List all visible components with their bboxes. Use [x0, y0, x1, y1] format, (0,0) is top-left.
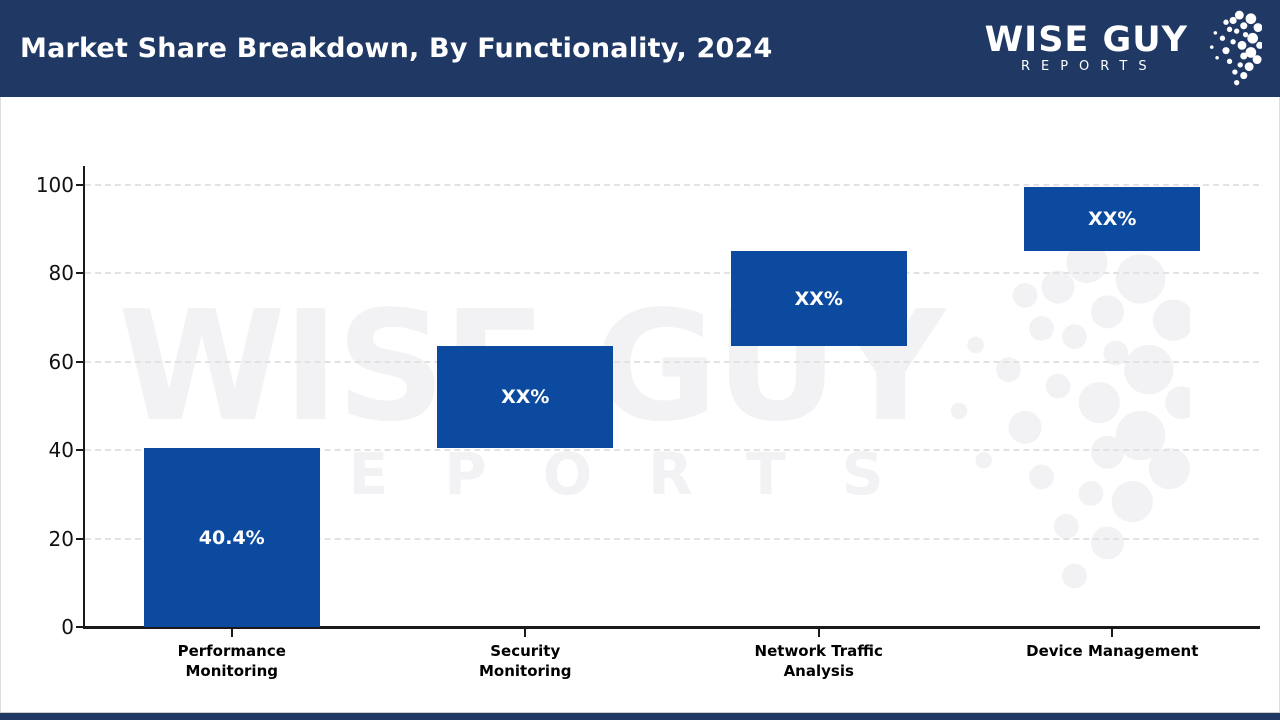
bar-value-label: XX% [1088, 208, 1137, 231]
brand-face-icon [1210, 10, 1262, 86]
x-tick-2 [524, 629, 527, 637]
y-tick-0 [76, 626, 84, 628]
gridline-y-80 [85, 272, 1259, 275]
x-category-label-line: Monitoring [185, 662, 278, 680]
bar-1: 40.4% [143, 448, 320, 627]
x-category-label-line: Security [490, 642, 561, 660]
x-category-label: Security Monitoring [395, 641, 655, 681]
y-tick-label-40: 40 [48, 438, 74, 463]
bar-2: XX% [437, 346, 614, 449]
page-left-border [0, 97, 1, 713]
x-tick-3 [817, 629, 820, 637]
watermark-tagline-text: REPORTS [248, 440, 940, 508]
y-tick-100 [76, 184, 84, 186]
chart-title: Market Share Breakdown, By Functionality… [20, 33, 773, 64]
x-category-label: Performance Monitoring [102, 641, 362, 681]
gridline-y-20 [85, 537, 1259, 540]
x-category-label: Device Management [982, 641, 1242, 661]
y-tick-80 [76, 272, 84, 275]
y-tick-label-0: 0 [61, 615, 74, 639]
watermark-face-dots [950, 241, 1190, 589]
gridline-y-40 [85, 449, 1259, 452]
y-tick-40 [76, 449, 84, 452]
y-tick-label-60: 60 [48, 349, 74, 374]
y-tick-20 [76, 537, 84, 540]
brand-name: WISE GUY [984, 20, 1188, 60]
bar-value-label: XX% [794, 287, 843, 310]
y-tick-label-100: 100 [35, 173, 74, 197]
y-tick-label-20: 20 [48, 526, 74, 551]
bar-4: XX% [1024, 187, 1201, 252]
gridline-y-60 [85, 360, 1259, 363]
brand-logo: WISE GUY REPORTS [985, 8, 1262, 88]
gridline-y-100 [85, 184, 1259, 186]
x-category-label-line: Device Management [1026, 642, 1199, 660]
footer-bar [0, 713, 1280, 720]
x-tick-1 [230, 629, 233, 637]
x-category-label: Network Traffic Analysis [689, 641, 949, 681]
y-axis-line [83, 166, 85, 628]
x-category-label-line: Performance [177, 642, 286, 660]
y-tick-60 [76, 360, 84, 363]
x-tick-4 [1111, 629, 1114, 637]
brand-tagline: REPORTS [1020, 59, 1158, 74]
bar-value-label: XX% [501, 386, 550, 409]
bar-3: XX% [730, 251, 907, 347]
page-bottom-border [0, 712, 1280, 713]
brand-logo-text: WISE GUY REPORTS [985, 21, 1188, 75]
x-category-label-line: Monitoring [479, 662, 572, 680]
y-tick-label-80: 80 [48, 261, 74, 286]
header-bar: Market Share Breakdown, By Functionality… [0, 0, 1280, 97]
bar-value-label: 40.4% [198, 526, 265, 549]
x-category-label-line: Analysis [783, 662, 854, 680]
x-axis-line [83, 626, 1260, 629]
x-category-label-line: Network Traffic [754, 642, 883, 660]
